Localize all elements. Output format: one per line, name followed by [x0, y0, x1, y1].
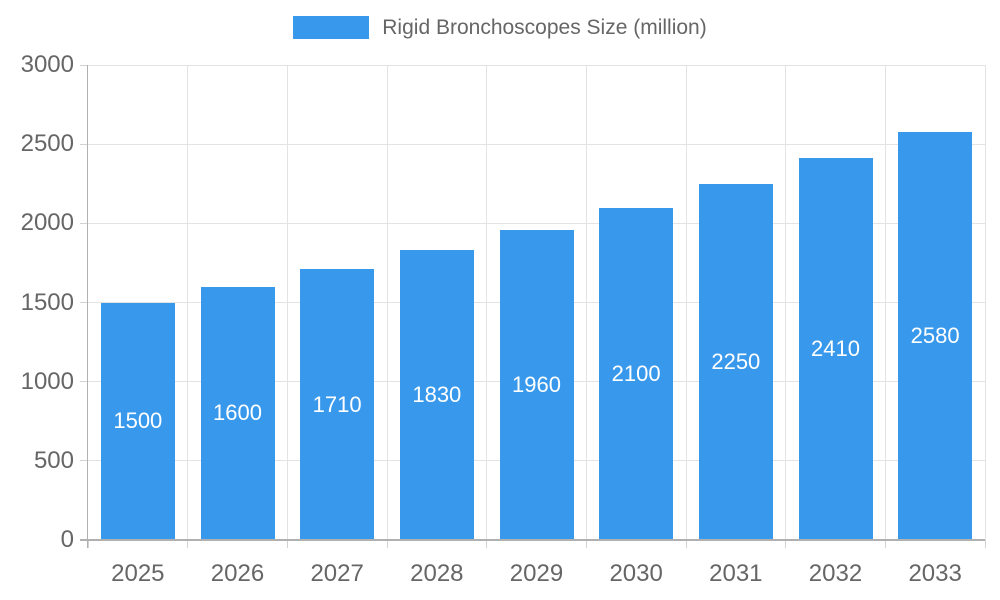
- x-axis-tick-label: 2032: [808, 560, 863, 587]
- gridline-vertical: [884, 65, 886, 540]
- bar[interactable]: 1710: [300, 269, 375, 540]
- bar-value-label: 2580: [910, 322, 960, 348]
- x-axis-tick-label: 2029: [509, 560, 564, 587]
- gridline-vertical: [386, 65, 388, 540]
- x-axis-tick-mark: [884, 540, 886, 548]
- legend-label: Rigid Bronchoscopes Size (million): [382, 16, 707, 39]
- bar[interactable]: 2100: [599, 207, 674, 540]
- x-axis-tick-mark: [87, 540, 89, 548]
- x-axis-tick-mark: [685, 540, 687, 548]
- bar[interactable]: 1960: [499, 229, 574, 540]
- gridline-vertical: [286, 65, 288, 540]
- y-axis-tick-label: 500: [33, 446, 74, 474]
- y-axis-line: [87, 65, 88, 548]
- gridline-vertical: [486, 65, 488, 540]
- legend-item[interactable]: Rigid Bronchoscopes Size (million): [293, 16, 707, 40]
- x-axis-tick-mark: [984, 540, 986, 548]
- gridline-vertical: [585, 65, 587, 540]
- y-axis-tick-mark: [80, 460, 88, 462]
- x-axis-tick-label: 2030: [609, 560, 663, 587]
- gridline-vertical: [187, 65, 189, 540]
- y-axis-tick-label: 1500: [20, 288, 74, 316]
- x-axis-line: [80, 539, 985, 541]
- bar-value-label: 2100: [611, 360, 661, 386]
- gridline-horizontal: [88, 222, 985, 224]
- bar-value-label: 1960: [512, 371, 561, 397]
- bar[interactable]: 2410: [798, 158, 873, 540]
- y-axis-tick-label: 2500: [20, 130, 74, 158]
- x-axis-tick-label: 2027: [310, 560, 364, 587]
- x-axis-tick-mark: [286, 540, 288, 548]
- bar[interactable]: 2250: [698, 183, 773, 540]
- x-axis-tick-mark: [585, 540, 587, 548]
- y-axis-tick-label: 3000: [20, 51, 74, 78]
- x-axis-tick-mark: [187, 540, 189, 548]
- bar-value-label: 2250: [711, 348, 761, 374]
- y-axis-tick-mark: [80, 381, 88, 383]
- bar[interactable]: 1500: [100, 302, 175, 540]
- legend-color-swatch: [293, 16, 370, 40]
- gridline-vertical: [685, 65, 687, 540]
- bar-value-label: 2410: [811, 336, 860, 362]
- x-axis-tick-label: 2031: [709, 560, 763, 587]
- gridline-vertical: [785, 65, 787, 540]
- x-axis-tick-label: 2025: [111, 560, 165, 587]
- y-axis-tick-label: 1000: [20, 367, 74, 395]
- x-axis-tick-label: 2026: [210, 560, 265, 587]
- gridline-vertical: [984, 65, 986, 540]
- y-axis-tick-label: 2000: [20, 209, 74, 237]
- chart-legend: Rigid Bronchoscopes Size (million): [0, 16, 1000, 40]
- y-axis-tick-label: 0: [60, 526, 74, 553]
- x-axis-tick-mark: [486, 540, 488, 548]
- bar[interactable]: 1600: [200, 286, 275, 540]
- bar-value-label: 1830: [412, 382, 462, 408]
- bar[interactable]: 2580: [898, 131, 973, 540]
- gridline-horizontal: [88, 64, 985, 66]
- bar[interactable]: 1830: [399, 250, 474, 540]
- y-axis-tick-mark: [80, 64, 88, 66]
- x-axis-tick-label: 2033: [908, 560, 962, 587]
- x-axis-tick-label: 2028: [410, 560, 464, 587]
- y-axis-tick-mark: [80, 143, 88, 145]
- bar-value-label: 1600: [213, 400, 262, 426]
- bar-value-label: 1500: [113, 408, 163, 434]
- gridline-horizontal: [88, 143, 985, 145]
- y-axis-tick-mark: [80, 222, 88, 224]
- bar-value-label: 1710: [312, 391, 362, 417]
- y-axis-tick-mark: [80, 302, 88, 303]
- x-axis-tick-mark: [386, 540, 388, 548]
- x-axis-tick-mark: [785, 540, 787, 548]
